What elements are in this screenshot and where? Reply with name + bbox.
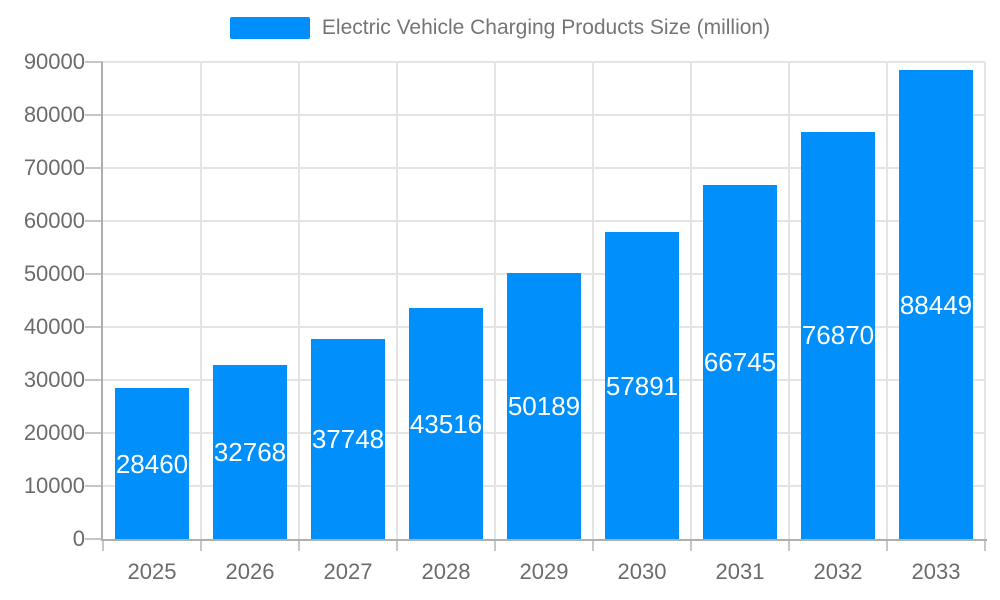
x-axis-line: [101, 539, 987, 541]
x-tick-mark: [592, 539, 594, 551]
y-axis-line: [101, 62, 103, 539]
x-axis-label: 2030: [617, 559, 667, 584]
gridline-horizontal: [103, 61, 985, 63]
x-tick-mark: [788, 539, 790, 551]
gridline-vertical: [886, 62, 888, 539]
y-axis-label: 10000: [23, 473, 85, 498]
bar-value-label: 66745: [703, 347, 777, 378]
x-axis-label: 2029: [519, 559, 569, 584]
legend-item[interactable]: Electric Vehicle Charging Products Size …: [229, 16, 771, 40]
bar-value-label: 37748: [311, 423, 385, 454]
bar[interactable]: [409, 308, 483, 539]
gridline-horizontal: [103, 114, 985, 116]
y-axis-label: 90000: [23, 49, 85, 74]
bar-value-label: 32768: [213, 437, 287, 468]
y-tick-mark: [85, 167, 103, 169]
bar-value-label: 88449: [899, 289, 973, 320]
y-tick-mark: [85, 485, 103, 487]
y-tick-mark: [85, 273, 103, 275]
x-axis-label: 2031: [715, 559, 765, 584]
bar-value-label: 76870: [801, 320, 875, 351]
gridline-vertical: [200, 62, 202, 539]
y-axis-label: 40000: [23, 314, 85, 339]
legend: Electric Vehicle Charging Products Size …: [0, 16, 1000, 40]
y-tick-mark: [85, 538, 103, 540]
bar[interactable]: [899, 70, 973, 539]
x-axis-label: 2033: [911, 559, 961, 584]
bar[interactable]: [115, 388, 189, 539]
gridline-vertical: [984, 62, 986, 539]
y-tick-mark: [85, 61, 103, 63]
y-axis-label: 60000: [23, 208, 85, 233]
gridline-vertical: [396, 62, 398, 539]
y-axis-label: 50000: [23, 261, 85, 286]
gridline-horizontal: [103, 220, 985, 222]
legend-marker-icon: [229, 17, 310, 39]
y-axis-label: 80000: [23, 102, 85, 127]
x-tick-mark: [396, 539, 398, 551]
y-tick-mark: [85, 326, 103, 328]
x-tick-mark: [102, 539, 104, 551]
bar[interactable]: [507, 272, 581, 539]
y-axis-label: 30000: [23, 367, 85, 392]
x-axis-label: 2026: [225, 559, 275, 584]
x-tick-mark: [200, 539, 202, 551]
bar[interactable]: [801, 131, 875, 539]
gridline-horizontal: [103, 167, 985, 169]
x-tick-mark: [494, 539, 496, 551]
gridline-vertical: [592, 62, 594, 539]
y-axis-label: 0: [72, 526, 85, 551]
x-tick-mark: [886, 539, 888, 551]
x-axis-label: 2028: [421, 559, 471, 584]
x-tick-mark: [984, 539, 986, 551]
gridline-vertical: [298, 62, 300, 539]
bar-value-label: 28460: [115, 448, 189, 479]
y-tick-mark: [85, 379, 103, 381]
bar-value-label: 57891: [605, 370, 679, 401]
x-tick-mark: [690, 539, 692, 551]
gridline-vertical: [690, 62, 692, 539]
y-axis-label: 20000: [23, 420, 85, 445]
bar-value-label: 43516: [409, 408, 483, 439]
x-axis-label: 2032: [813, 559, 863, 584]
y-tick-mark: [85, 114, 103, 116]
bar[interactable]: [311, 338, 385, 539]
x-axis-label: 2027: [323, 559, 373, 584]
legend-label: Electric Vehicle Charging Products Size …: [321, 16, 771, 39]
y-tick-mark: [85, 220, 103, 222]
bar[interactable]: [605, 232, 679, 539]
x-tick-mark: [298, 539, 300, 551]
gridline-vertical: [494, 62, 496, 539]
bar[interactable]: [213, 365, 287, 539]
y-tick-mark: [85, 432, 103, 434]
bar-value-label: 50189: [507, 390, 581, 421]
bar[interactable]: [703, 185, 777, 539]
gridline-vertical: [788, 62, 790, 539]
x-axis-label: 2025: [127, 559, 177, 584]
y-axis-label: 70000: [23, 155, 85, 180]
